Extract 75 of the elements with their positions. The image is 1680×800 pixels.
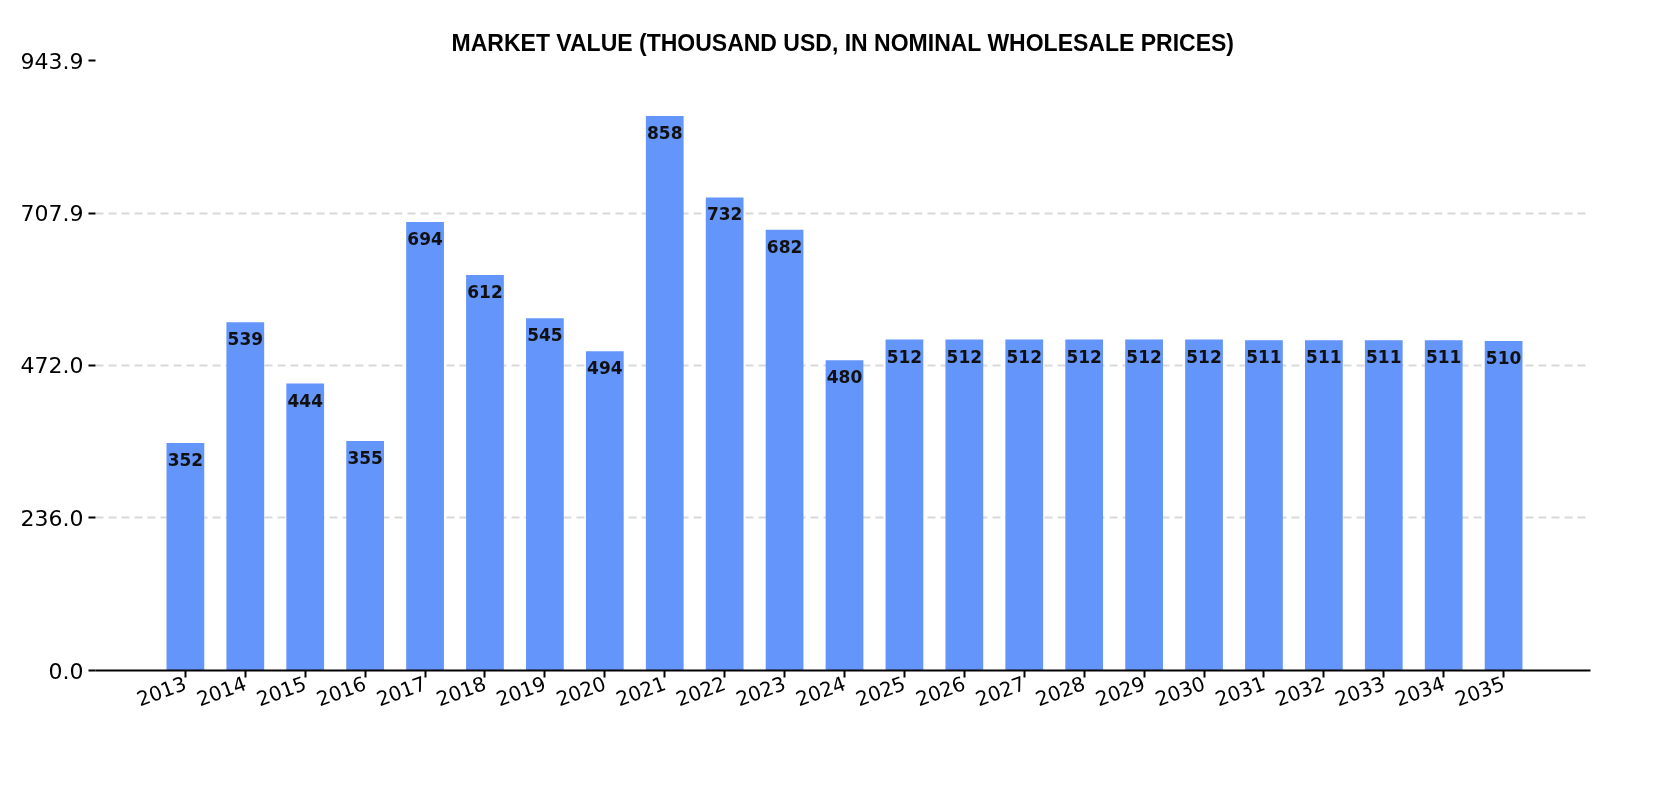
x-tick-label: 2020 (552, 671, 609, 712)
bar (1065, 339, 1104, 671)
bar (406, 222, 444, 671)
data-label: 510 (1485, 347, 1522, 368)
y-tick-label: 0.0 (48, 658, 84, 684)
bar (346, 441, 385, 671)
data-label: 512 (946, 346, 983, 367)
x-tick-label: 2016 (313, 671, 370, 712)
data-label: 511 (1306, 347, 1342, 368)
bar (526, 318, 564, 671)
bar (1424, 340, 1463, 671)
data-label: 352 (167, 450, 204, 471)
bar (166, 443, 205, 671)
data-label: 480 (826, 367, 863, 388)
data-label: 511 (1366, 347, 1402, 368)
x-tick-label: 2013 (133, 671, 190, 712)
data-label: 612 (467, 281, 503, 302)
x-tick-label: 2019 (492, 671, 550, 712)
data-label: 694 (407, 229, 443, 249)
y-tick-label: 943.9 (20, 48, 84, 74)
data-label: 512 (1186, 346, 1222, 367)
data-label: 512 (1006, 346, 1043, 367)
bar (1364, 340, 1403, 671)
data-label: 511 (1246, 347, 1282, 368)
x-tick-label: 2015 (253, 671, 310, 712)
y-tick-label: 707.9 (20, 201, 84, 227)
x-tick-label: 2027 (972, 671, 1029, 712)
data-label: 355 (347, 448, 383, 469)
data-label: 511 (1425, 347, 1462, 368)
x-tick-label: 2029 (1092, 671, 1149, 712)
bar (1245, 340, 1283, 671)
data-label: 539 (227, 329, 264, 350)
x-tick-label: 2034 (1391, 671, 1448, 712)
bar (825, 360, 864, 671)
bar (885, 339, 924, 671)
x-tick-label: 2018 (433, 671, 490, 712)
data-label: 494 (587, 358, 623, 379)
data-label: 732 (706, 204, 743, 225)
bar (286, 383, 325, 671)
bar (466, 274, 504, 671)
x-tick-label: 2017 (373, 671, 430, 712)
x-tick-label: 2025 (852, 671, 909, 712)
data-label: 444 (287, 390, 324, 411)
x-tick-label: 2031 (1212, 671, 1269, 712)
x-tick-label: 2021 (612, 671, 669, 712)
bar (226, 322, 265, 671)
bar (585, 351, 624, 671)
x-tick-label: 2024 (792, 671, 849, 712)
x-tick-label: 2023 (732, 671, 789, 712)
data-label: 545 (527, 325, 563, 346)
x-tick-label: 2033 (1331, 671, 1388, 712)
x-tick-label: 2035 (1451, 671, 1508, 712)
bar (1185, 339, 1223, 671)
y-tick-label: 472.0 (20, 353, 84, 379)
bar (1484, 340, 1523, 671)
data-label: 512 (1126, 346, 1162, 367)
x-tick-label: 2014 (193, 671, 250, 712)
data-label: 858 (647, 123, 683, 144)
bar (645, 116, 684, 671)
y-tick-label: 236.0 (20, 505, 84, 531)
bar (1304, 340, 1343, 671)
x-tick-label: 2022 (672, 671, 729, 712)
x-tick-label: 2032 (1271, 671, 1328, 712)
x-tick-label: 2026 (912, 671, 969, 712)
x-tick-label: 2030 (1152, 671, 1209, 712)
bar (1005, 339, 1044, 671)
x-tick-label: 2028 (1032, 671, 1089, 712)
bar (765, 229, 804, 671)
bar (705, 197, 744, 671)
data-label: 512 (1066, 346, 1102, 367)
data-label: 512 (886, 346, 923, 367)
chart-title: MARKET VALUE (THOUSAND USD, IN NOMINAL WHOLESALE PRICES) (451, 29, 1235, 56)
bar (945, 339, 984, 671)
bar (1125, 339, 1163, 671)
data-label: 682 (766, 236, 803, 257)
